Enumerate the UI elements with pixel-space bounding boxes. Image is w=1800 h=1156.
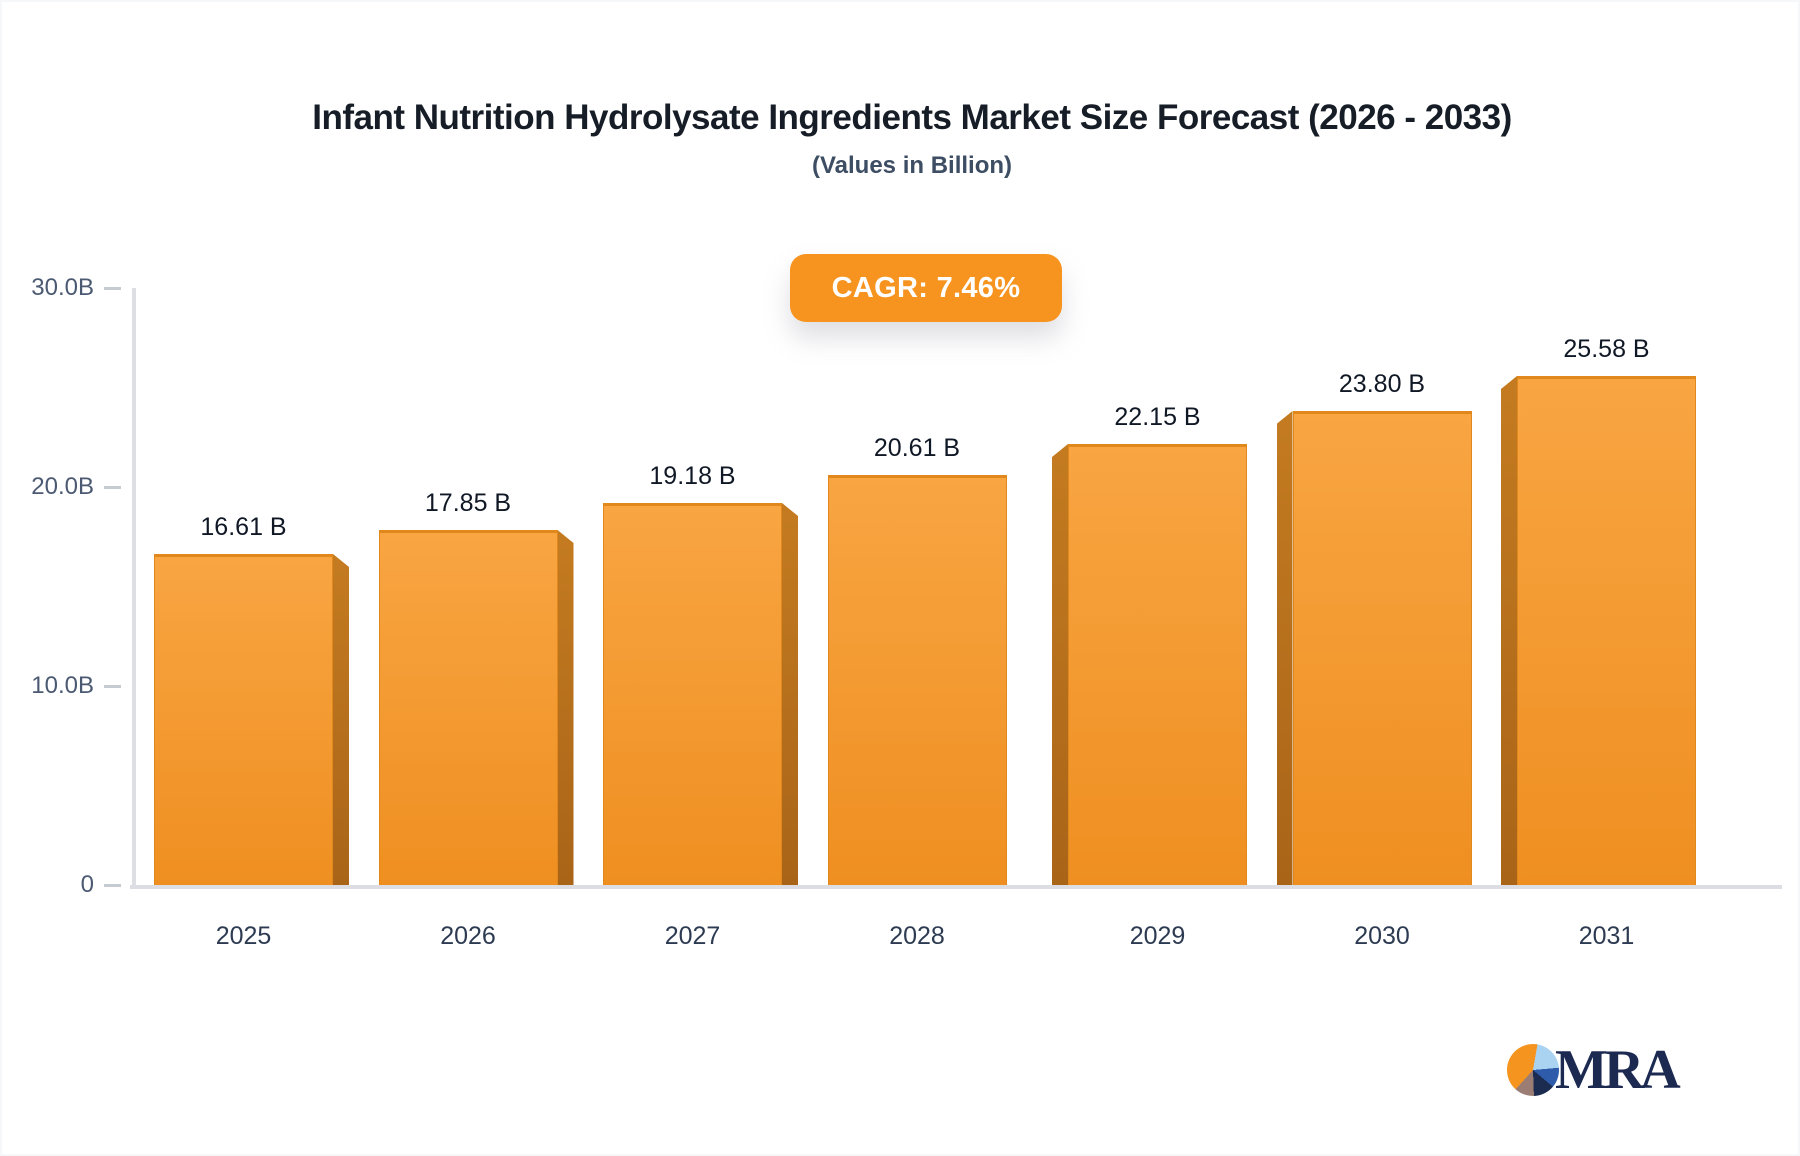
x-axis-label: 2030: [1354, 922, 1410, 950]
page-title: Infant Nutrition Hydrolysate Ingredients…: [312, 98, 1512, 137]
y-axis-line: [132, 288, 136, 888]
y-axis-tick: [104, 884, 121, 887]
logo-text: MRA: [1555, 1039, 1681, 1101]
bar: [1517, 376, 1696, 885]
y-axis-tick: [104, 685, 121, 688]
bar-value-label: 19.18 B: [649, 462, 736, 490]
chart-subtitle: (Values in Billion): [811, 152, 1013, 179]
y-axis-tick-label: 20.0B: [31, 473, 94, 500]
x-axis-label: 2031: [1578, 922, 1635, 950]
bar: [154, 554, 333, 885]
y-axis-tick: [104, 486, 121, 489]
bar-side-face: [557, 530, 574, 885]
y-axis-tick-label: 30.0B: [31, 274, 94, 301]
x-axis-label: 2026: [440, 922, 496, 950]
bar-side-face: [782, 503, 798, 885]
bar-value-label: 17.85 B: [424, 489, 512, 517]
x-axis-label: 2028: [889, 922, 945, 950]
bar: [1068, 444, 1247, 885]
bar-value-label: 16.61 B: [200, 513, 287, 541]
bar: [827, 475, 1007, 885]
bar: [603, 503, 782, 885]
bar-side-face: [1501, 376, 1517, 885]
bar: [378, 530, 558, 885]
bar-value-label: 20.61 B: [873, 434, 961, 462]
y-axis-tick-label: 0: [80, 871, 94, 898]
bar: [1292, 411, 1472, 885]
x-axis-label: 2025: [215, 922, 272, 950]
y-axis-tick: [104, 287, 121, 290]
bar-side-face: [333, 554, 349, 885]
x-axis-label: 2027: [664, 922, 721, 950]
pie-chart-logo-icon: [1507, 1044, 1559, 1096]
x-axis-line: [130, 885, 1782, 889]
bar-value-label: 23.80 B: [1338, 370, 1426, 398]
bar-side-face: [1276, 411, 1293, 885]
bar-side-face: [1052, 444, 1068, 885]
cagr-badge: CAGR: 7.46%: [790, 254, 1062, 322]
bar-value-label: 25.58 B: [1563, 335, 1650, 363]
cagr-badge-label: CAGR: 7.46%: [831, 271, 1021, 304]
x-axis-label: 2029: [1129, 922, 1186, 950]
mra-logo: MRA: [1507, 1039, 1681, 1101]
y-axis-tick-label: 10.0B: [31, 672, 94, 699]
bar-value-label: 22.15 B: [1114, 403, 1201, 431]
